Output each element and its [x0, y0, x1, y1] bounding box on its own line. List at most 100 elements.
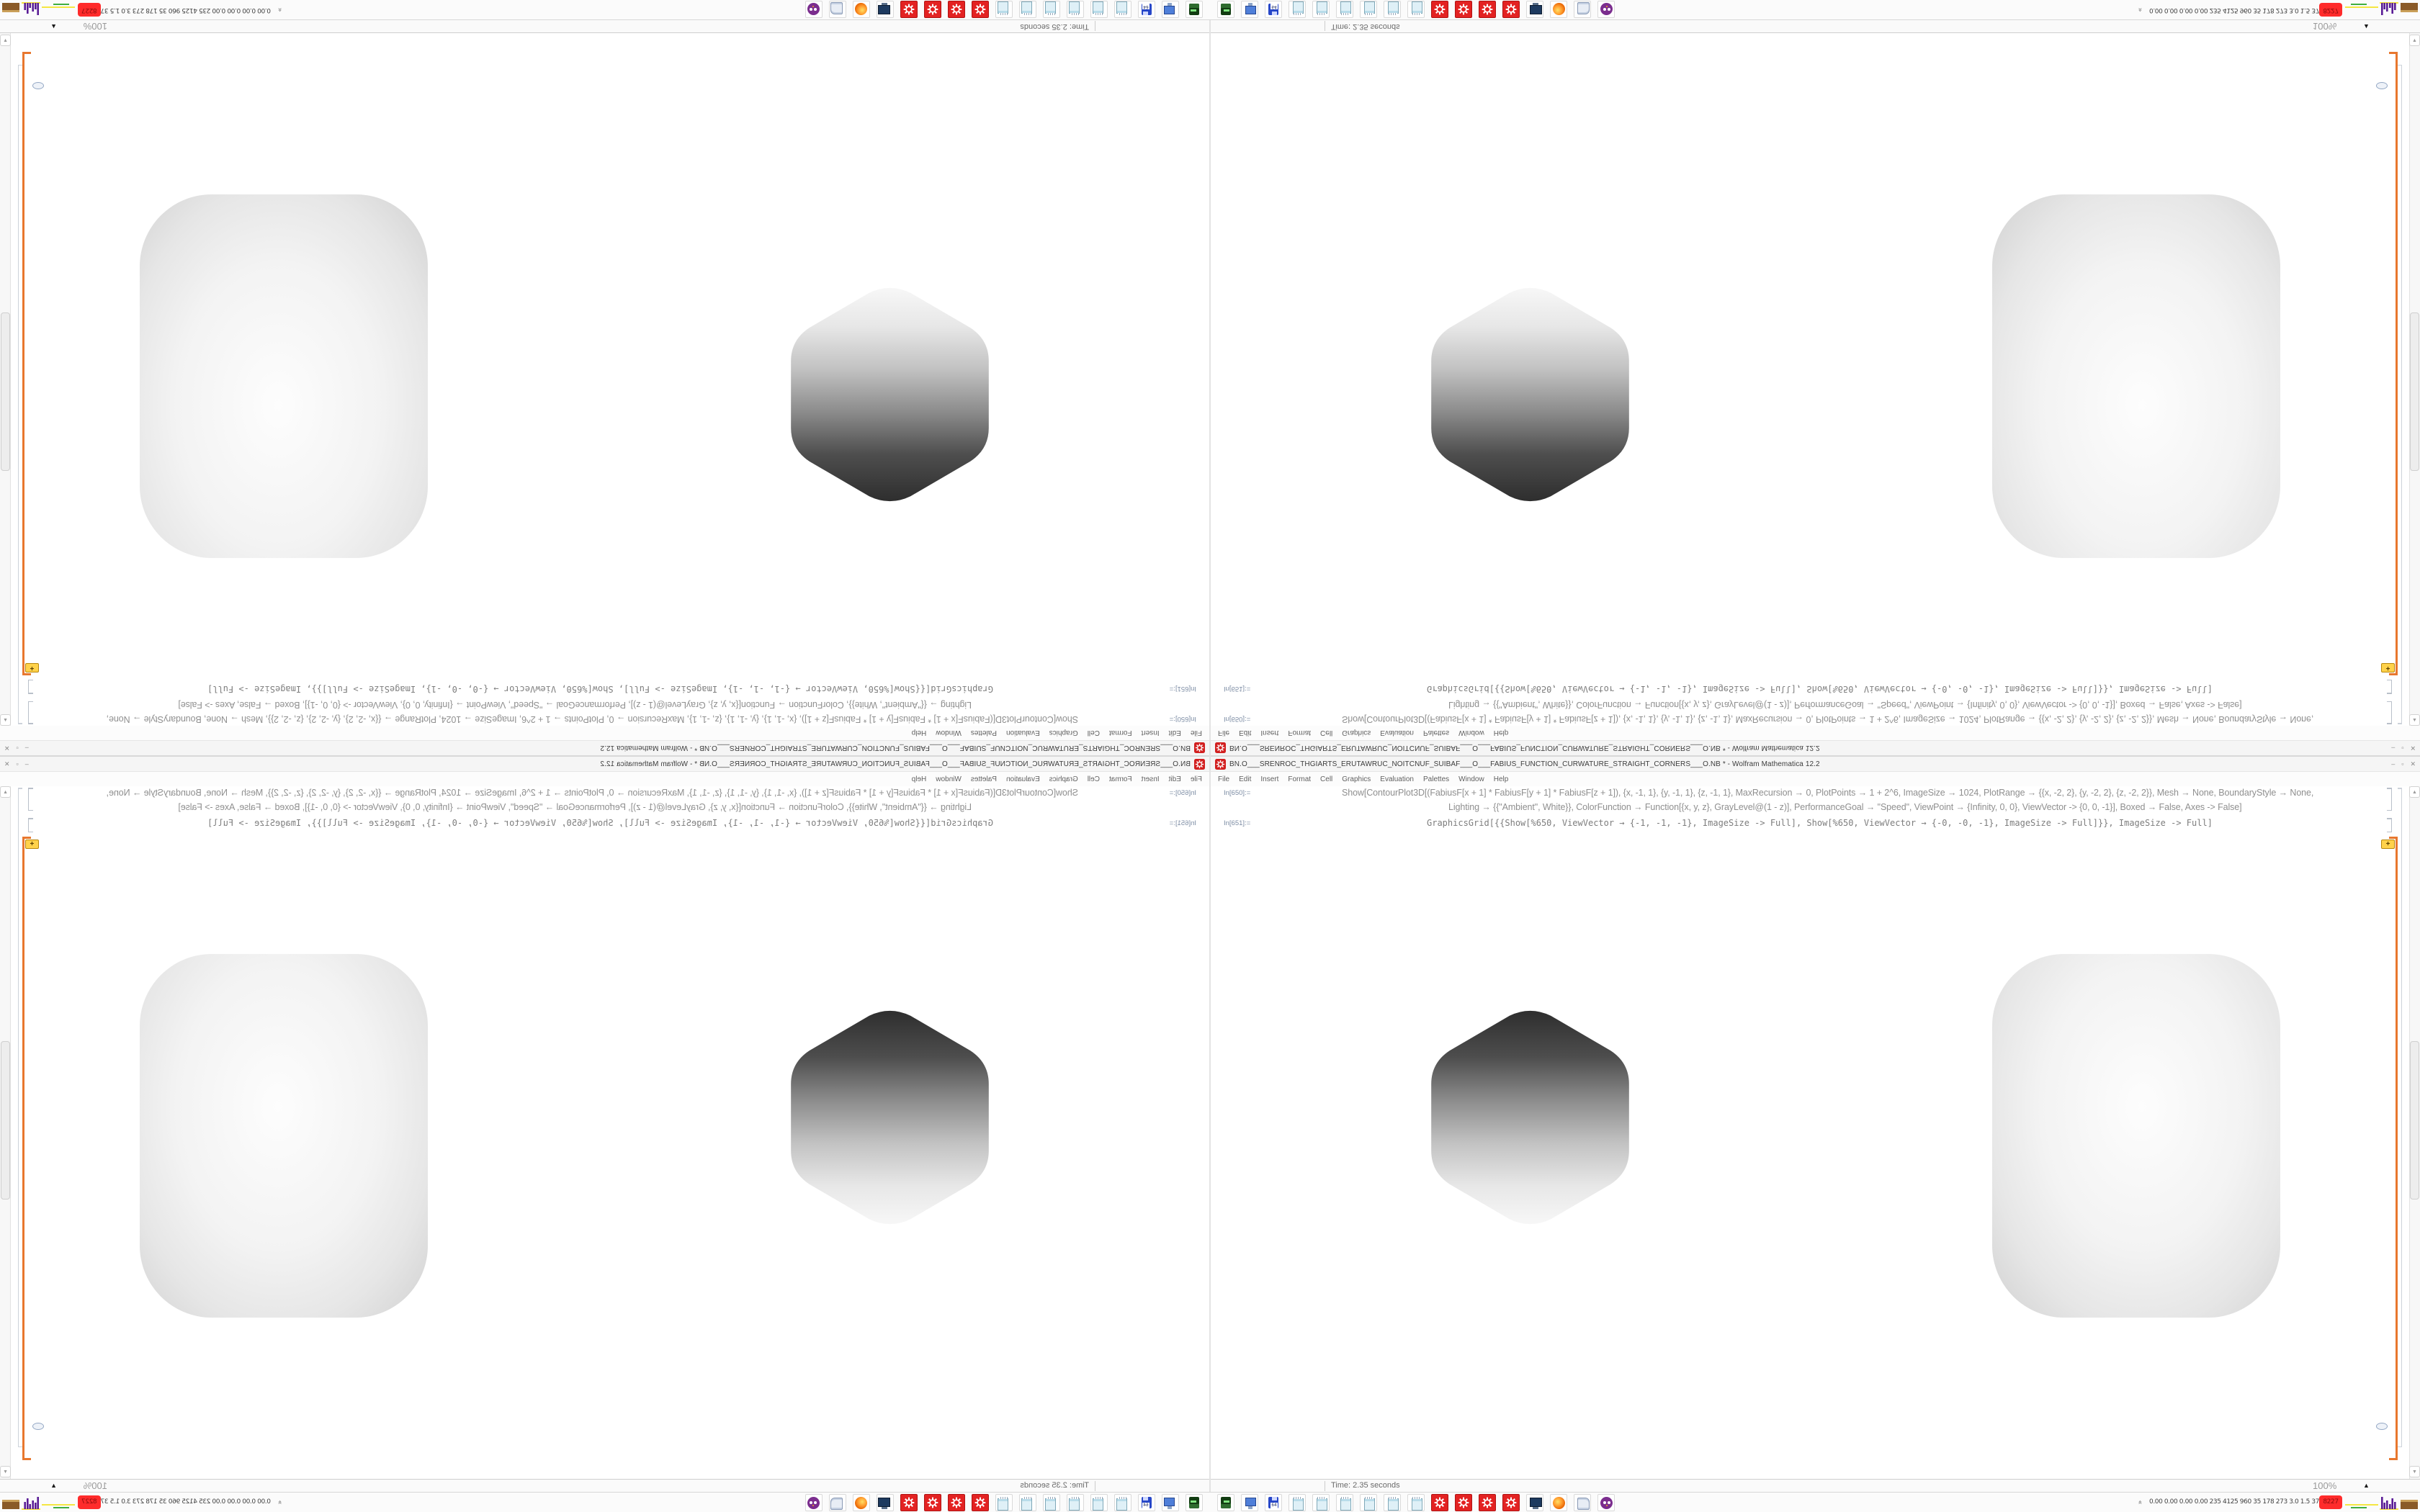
maximize-icon[interactable]: ▫ [16, 760, 19, 768]
close-icon[interactable]: ✕ [2410, 760, 2416, 768]
notebook-area[interactable]: In[650]:= Show[ContourPlot3D[(FabiusF[x … [0, 33, 1209, 726]
cell-insert-plus-badge[interactable]: + [2381, 663, 2395, 672]
floppy-64-icon[interactable]: 64 [1138, 1494, 1155, 1511]
floppy-64-icon[interactable]: 64 [1138, 1, 1155, 18]
red-gear-icon[interactable] [1431, 1494, 1448, 1511]
firefox-icon[interactable] [1550, 1494, 1567, 1511]
cell-insert-plus-badge[interactable]: + [25, 663, 39, 672]
magnification-dropdown-icon[interactable]: ▲ [2363, 23, 2370, 30]
menu-graphics[interactable]: Graphics [1342, 729, 1371, 737]
code-in650-line2[interactable]: Lighting → {{"Ambient", White}}, ColorFu… [1448, 700, 2242, 710]
iconized-output-icon[interactable] [2376, 82, 2388, 89]
cell-bracket-in651[interactable] [2387, 818, 2392, 832]
red-gear-icon[interactable] [924, 1, 941, 18]
close-icon[interactable]: ✕ [2410, 744, 2416, 752]
magnification-dropdown-icon[interactable]: ▲ [2363, 1482, 2370, 1489]
scroll-up-icon[interactable]: ▲ [0, 714, 11, 726]
chevron-up-icon[interactable]: « [276, 7, 284, 12]
scroll-down-icon[interactable]: ▼ [2409, 1466, 2420, 1477]
notepad-icon[interactable] [1289, 1494, 1306, 1511]
cell-bracket-output-selected[interactable] [22, 52, 24, 675]
scroll-up-icon[interactable]: ▲ [2409, 786, 2420, 798]
maximize-icon[interactable]: ▫ [2401, 760, 2404, 768]
menu-help[interactable]: Help [1493, 775, 1509, 783]
cell-group-bracket[interactable] [18, 788, 19, 1447]
menu-graphics[interactable]: Graphics [1049, 775, 1078, 783]
notepad-icon[interactable] [1384, 1, 1401, 18]
scroll-down-icon[interactable]: ▼ [0, 35, 11, 46]
red-gear-icon[interactable] [1455, 1494, 1472, 1511]
menu-edit[interactable]: Edit [1168, 775, 1181, 783]
cell-bracket-in650[interactable] [2387, 788, 2392, 811]
computer-user-icon[interactable] [1241, 1, 1258, 18]
computer-user-icon[interactable] [1162, 1, 1179, 18]
notepad-icon[interactable] [1019, 1494, 1036, 1511]
red-gear-icon[interactable] [1479, 1494, 1496, 1511]
menu-cell[interactable]: Cell [1087, 775, 1100, 783]
scrollbar-thumb[interactable] [1, 1041, 10, 1200]
menu-edit[interactable]: Edit [1239, 775, 1252, 783]
red-gear-icon[interactable] [900, 1494, 918, 1511]
notepad-icon[interactable] [995, 1494, 1013, 1511]
scrollbar-thumb[interactable] [2410, 312, 2419, 471]
menu-evaluation[interactable]: Evaluation [1380, 729, 1414, 737]
scroll-up-icon[interactable]: ▲ [2409, 714, 2420, 726]
scroll-document-icon[interactable] [829, 1, 846, 18]
menu-file[interactable]: File [1190, 729, 1202, 737]
notepad-icon[interactable] [1067, 1494, 1084, 1511]
magnification-value[interactable]: 100% [83, 21, 107, 32]
floppy-64-icon[interactable]: 64 [1265, 1, 1282, 18]
red-gear-icon[interactable] [1455, 1, 1472, 18]
notepad-icon[interactable] [1407, 1494, 1425, 1511]
red-gear-icon[interactable] [1502, 1, 1520, 18]
code-in651[interactable]: GraphicsGrid[{{Show[%650, ViewVector → {… [1427, 684, 2213, 694]
cell-bracket-in650[interactable] [2391, 701, 2392, 724]
window-titlebar[interactable]: BN.O___SRENROC_THGIARTS_ERUTAWRUC_NOITCN… [1211, 740, 2420, 756]
menu-edit[interactable]: Edit [1168, 729, 1181, 737]
red-gear-icon[interactable] [924, 1494, 941, 1511]
scroll-document-icon[interactable] [1574, 1, 1591, 18]
minimize-icon[interactable]: – [2391, 760, 2396, 768]
magnification-dropdown-icon[interactable]: ▲ [50, 23, 57, 30]
notepad-icon[interactable] [1312, 1494, 1330, 1511]
firefox-icon[interactable] [1550, 1, 1567, 18]
chevron-up-icon[interactable]: « [2136, 1500, 2144, 1505]
red-gear-icon[interactable] [900, 1, 918, 18]
red-gear-icon[interactable] [948, 1494, 965, 1511]
notepad-icon[interactable] [1114, 1494, 1131, 1511]
scrollbar-thumb[interactable] [2410, 1041, 2419, 1200]
cell-group-bracket[interactable] [2401, 65, 2402, 724]
menu-help[interactable]: Help [1493, 729, 1509, 737]
menu-palettes[interactable]: Palettes [970, 775, 997, 783]
menu-insert[interactable]: Insert [1260, 775, 1279, 783]
menu-graphics[interactable]: Graphics [1342, 775, 1371, 783]
minimize-icon[interactable]: – [24, 760, 29, 768]
cell-insert-plus-badge[interactable]: + [25, 840, 39, 849]
notebook-area[interactable]: In[650]:= Show[ContourPlot3D[(FabiusF[x … [0, 786, 1209, 1479]
cell-bracket-in650[interactable] [28, 788, 29, 811]
notepad-icon[interactable] [1043, 1494, 1060, 1511]
window-titlebar[interactable]: BN.O___SRENROC_THGIARTS_ERUTAWRUC_NOITCN… [0, 756, 1209, 772]
close-icon[interactable]: ✕ [4, 744, 10, 752]
notepad-icon[interactable] [995, 1, 1013, 18]
iconized-output-icon[interactable] [32, 1423, 44, 1430]
menu-cell[interactable]: Cell [1087, 729, 1100, 737]
notepad-icon[interactable] [1360, 1494, 1377, 1511]
iconized-output-icon[interactable] [2376, 1423, 2388, 1430]
monitor-tools-icon[interactable] [877, 1, 894, 18]
notepad-icon[interactable] [1312, 1, 1330, 18]
menu-window[interactable]: Window [936, 775, 962, 783]
menu-file[interactable]: File [1218, 775, 1230, 783]
menu-palettes[interactable]: Palettes [1423, 775, 1450, 783]
system-stats-applet[interactable]: « 0.00 0.00 0.00 0.00 235 4125 960 35 17… [0, 0, 284, 19]
red-gear-icon[interactable] [948, 1, 965, 18]
cell-group-bracket[interactable] [2398, 788, 2402, 1447]
cell-bracket-in651[interactable] [28, 818, 29, 832]
menu-palettes[interactable]: Palettes [1423, 729, 1450, 737]
menu-evaluation[interactable]: Evaluation [1380, 775, 1414, 783]
red-gear-icon[interactable] [1502, 1494, 1520, 1511]
cell-bracket-output-selected[interactable] [2396, 52, 2398, 675]
cell-bracket-output-selected[interactable] [2389, 837, 2398, 1460]
monitor-tools-icon[interactable] [1526, 1, 1543, 18]
cell-bracket-in651[interactable] [28, 680, 29, 694]
